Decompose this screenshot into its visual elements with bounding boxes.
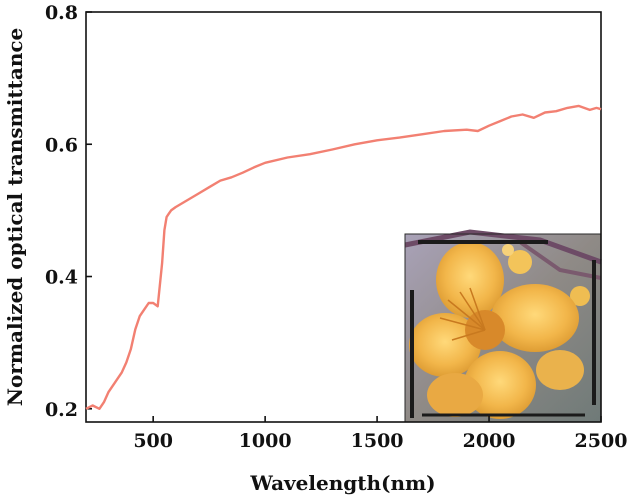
plot-frame — [85, 11, 602, 423]
x-tick-label: 2000 — [463, 430, 516, 452]
transmittance-series-line — [85, 104, 602, 410]
x-tick-label: 2500 — [575, 430, 627, 452]
x-tick-label: 1000 — [239, 430, 292, 452]
x-tick-label: 1500 — [351, 430, 404, 452]
x-axis: 500 1000 1500 2000 2500 — [133, 416, 627, 452]
y-tick-label: 0.6 — [45, 134, 78, 156]
x-axis-label: Wavelength(nm) — [249, 471, 435, 495]
y-axis-label: Normalized optical transmittance — [3, 28, 27, 407]
y-tick-label: 0.2 — [45, 399, 78, 421]
x-tick-label: 500 — [133, 430, 173, 452]
y-tick-label: 0.8 — [45, 2, 78, 24]
y-axis: 0.2 0.4 0.6 0.8 — [45, 2, 92, 421]
y-tick-label: 0.4 — [45, 267, 78, 289]
inset-flower-photo — [404, 229, 602, 423]
